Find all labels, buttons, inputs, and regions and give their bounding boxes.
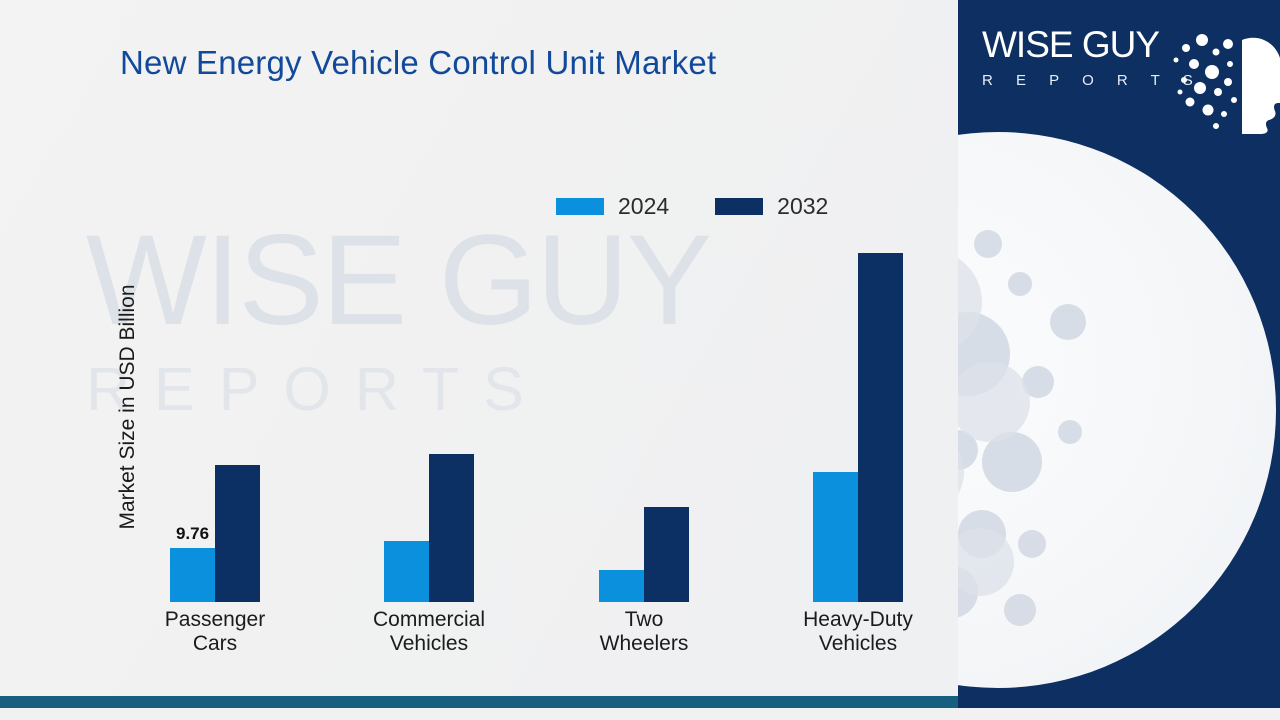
chart-panel: WISE GUY REPORTS New Energy Vehicle Cont… xyxy=(0,0,962,708)
bar-wrap-2024 xyxy=(384,541,429,602)
category-label: Passenger Cars xyxy=(120,608,310,655)
logo-subtitle: R E P O R T S xyxy=(982,72,1203,89)
bar-group-commercial-vehicles: Commercial Vehicles xyxy=(334,200,524,655)
category-label-line2: Wheelers xyxy=(599,631,689,655)
legend-label-2024: 2024 xyxy=(618,193,670,219)
chart-legend: 2024 2032 xyxy=(556,193,828,220)
legend-item-2024[interactable]: 2024 xyxy=(556,193,669,220)
page-title: New Energy Vehicle Control Unit Market xyxy=(120,44,717,81)
bar-wrap-2024: 9.76 xyxy=(170,524,215,602)
bar-2032[interactable] xyxy=(215,465,260,602)
bar-2024[interactable] xyxy=(599,570,644,602)
category-label-line1: Heavy-Duty xyxy=(803,608,913,631)
bar-wrap-2032 xyxy=(215,465,260,602)
bar-group-two-wheelers: Two Wheelers xyxy=(549,200,739,655)
bar-group-bars xyxy=(763,200,953,602)
bar-2024[interactable] xyxy=(813,472,858,602)
category-label: Two Wheelers xyxy=(549,608,739,655)
brand-panel: WISE GUY R E P O R T S xyxy=(958,0,1280,708)
plot-area: 9.76 Passenger Cars xyxy=(120,200,953,655)
category-label: Heavy-Duty Vehicles xyxy=(763,608,953,655)
legend-item-2032[interactable]: 2032 xyxy=(715,193,828,220)
bar-group-passenger-cars: 9.76 Passenger Cars xyxy=(120,200,310,655)
legend-swatch-2032 xyxy=(715,198,764,215)
category-label-line1: Passenger xyxy=(164,608,266,631)
bar-2032[interactable] xyxy=(858,253,903,602)
bar-wrap-2032 xyxy=(644,507,689,602)
category-label-line1: Commercial xyxy=(372,608,485,631)
bar-2024[interactable] xyxy=(384,541,429,602)
logo-dotted-head-icon xyxy=(1173,34,1280,134)
bar-2032[interactable] xyxy=(429,454,474,602)
bar-wrap-2024 xyxy=(599,570,644,602)
bar-wrap-2024 xyxy=(813,472,858,602)
logo-title: WISE GUY xyxy=(982,24,1160,65)
category-label-line2: Cars xyxy=(192,631,238,655)
bar-group-bars: 9.76 xyxy=(120,200,310,602)
bar-group-heavy-duty-vehicles: Heavy-Duty Vehicles xyxy=(763,200,953,655)
bar-value-2024: 9.76 xyxy=(175,524,210,543)
category-label-line2: Vehicles xyxy=(818,631,898,655)
bar-2032[interactable] xyxy=(644,507,689,602)
circle-graphic xyxy=(958,132,1276,688)
category-label-line1: Two xyxy=(624,608,664,631)
category-label-line2: Vehicles xyxy=(389,631,469,655)
bar-group-bars xyxy=(334,200,524,602)
bar-group-bars xyxy=(549,200,739,602)
bottom-accent-strip xyxy=(0,696,962,708)
category-label: Commercial Vehicles xyxy=(334,608,524,655)
bar-2024[interactable] xyxy=(170,548,215,602)
bar-wrap-2032 xyxy=(858,253,903,602)
legend-swatch-2024 xyxy=(556,198,604,215)
brand-logo: WISE GUY R E P O R T S xyxy=(982,24,1280,134)
bubble-cluster-icon xyxy=(958,230,1086,626)
legend-label-2032: 2032 xyxy=(777,193,829,219)
bar-wrap-2032 xyxy=(429,454,474,602)
